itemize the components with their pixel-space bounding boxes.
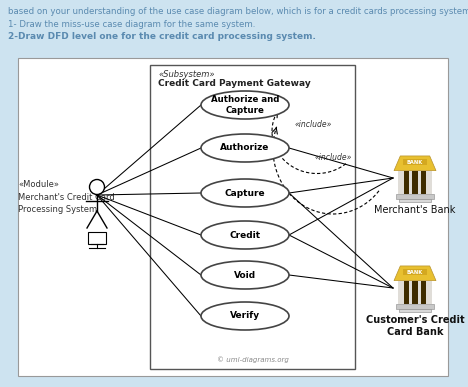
Polygon shape xyxy=(394,266,436,281)
Bar xyxy=(404,171,409,194)
Bar xyxy=(421,171,426,194)
Text: «include»: «include» xyxy=(294,120,332,129)
Bar xyxy=(421,171,426,194)
Ellipse shape xyxy=(201,91,289,119)
Text: based on your understanding of the use case diagram below, which is for a credit: based on your understanding of the use c… xyxy=(8,7,468,16)
Bar xyxy=(403,159,426,164)
Bar xyxy=(412,281,417,304)
Text: BANK: BANK xyxy=(407,159,423,164)
Bar xyxy=(18,58,448,376)
Bar xyxy=(398,171,432,194)
Bar xyxy=(399,199,431,202)
Text: © uml-diagrams.org: © uml-diagrams.org xyxy=(217,356,288,363)
Text: Merchant's Bank: Merchant's Bank xyxy=(374,205,456,215)
Bar xyxy=(404,281,409,304)
Text: «include»: «include» xyxy=(314,153,351,162)
Text: «Subsystem»: «Subsystem» xyxy=(158,70,214,79)
Bar xyxy=(398,281,432,304)
Ellipse shape xyxy=(201,221,289,249)
Circle shape xyxy=(89,180,104,195)
Text: Credit Card Payment Gateway: Credit Card Payment Gateway xyxy=(158,79,311,88)
Bar xyxy=(421,281,426,304)
Text: Authorize: Authorize xyxy=(220,144,270,152)
Text: BANK: BANK xyxy=(407,269,423,274)
Text: 1- Draw the miss-use case diagram for the same system.: 1- Draw the miss-use case diagram for th… xyxy=(8,20,256,29)
Bar xyxy=(399,309,431,312)
Bar xyxy=(412,171,417,194)
Bar xyxy=(421,281,426,304)
Ellipse shape xyxy=(201,179,289,207)
Bar xyxy=(88,232,106,244)
Polygon shape xyxy=(394,156,436,171)
Text: Authorize and
Capture: Authorize and Capture xyxy=(211,95,279,115)
Text: Customer's Credit
Card Bank: Customer's Credit Card Bank xyxy=(366,315,464,337)
Text: Void: Void xyxy=(234,271,256,279)
Bar xyxy=(403,269,426,275)
Bar xyxy=(404,281,409,304)
Text: Verify: Verify xyxy=(230,312,260,320)
Bar xyxy=(396,194,434,199)
Text: 2-Draw DFD level one for the credit card processing system.: 2-Draw DFD level one for the credit card… xyxy=(8,32,316,41)
Text: «Module»
Merchant's Credit Card
Processing System: «Module» Merchant's Credit Card Processi… xyxy=(18,180,115,214)
Ellipse shape xyxy=(201,302,289,330)
Ellipse shape xyxy=(201,134,289,162)
Bar xyxy=(404,171,409,194)
Text: Capture: Capture xyxy=(225,188,265,197)
Text: Credit: Credit xyxy=(229,231,261,240)
Bar xyxy=(150,65,355,369)
Ellipse shape xyxy=(201,261,289,289)
Bar xyxy=(412,281,417,304)
Bar xyxy=(412,171,417,194)
Bar xyxy=(396,304,434,309)
